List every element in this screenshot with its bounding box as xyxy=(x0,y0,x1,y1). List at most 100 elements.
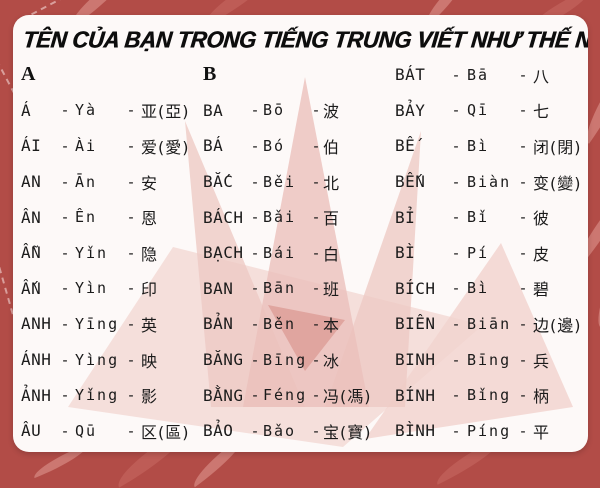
hanzi: 伯 xyxy=(323,137,341,157)
leaf-decoration xyxy=(588,258,600,328)
vietnamese-name: BÌ xyxy=(395,243,416,263)
pinyin: Pí xyxy=(467,243,490,262)
table-row: BẮC - Běi - 北 xyxy=(203,164,395,200)
hanzi: 隐 xyxy=(141,244,159,264)
pinyin: Yǐn xyxy=(75,243,109,262)
pinyin: Ān xyxy=(75,172,98,191)
hanzi: 百 xyxy=(323,209,341,229)
separator-dash: - xyxy=(126,101,136,120)
hanzi: 冰 xyxy=(323,351,341,371)
vietnamese-name: BAN xyxy=(203,278,234,298)
table-row: Á - Yà - 亚(亞) xyxy=(21,93,203,129)
vietnamese-name: BẮC xyxy=(203,172,234,192)
hanzi: 北 xyxy=(323,173,341,193)
separator-dash: - xyxy=(311,386,321,405)
vietnamese-name: BẢO xyxy=(203,421,234,441)
table-row: BÁCH - Bǎi - 百 xyxy=(203,199,395,235)
separator-dash: - xyxy=(126,350,136,369)
separator-dash: - xyxy=(518,243,528,262)
table-row: BÍNH - Bǐng - 柄 xyxy=(395,377,588,413)
separator-dash: - xyxy=(518,421,528,440)
vietnamese-name: ÂN xyxy=(21,207,42,227)
separator-dash: - xyxy=(60,421,70,440)
table-row: BẰNG - Féng - 冯(馮) xyxy=(203,377,395,413)
separator-dash: - xyxy=(60,172,70,191)
hanzi: 安 xyxy=(141,173,159,193)
separator-dash: - xyxy=(250,172,260,191)
separator-dash: - xyxy=(451,314,461,333)
table-row: BẢO - Bǎo - 宝(寶) xyxy=(203,413,395,449)
vietnamese-name: BÍCH xyxy=(395,278,436,298)
pinyin: Bīng xyxy=(263,350,308,369)
separator-dash: - xyxy=(451,243,461,262)
hanzi: 白 xyxy=(323,244,341,264)
table-row: ẢNH - Yǐng - 影 xyxy=(21,377,203,413)
page-title: TÊN CỦA BẠN TRONG TIẾNG TRUNG VIẾT NHƯ T… xyxy=(21,26,588,53)
separator-dash: - xyxy=(311,172,321,191)
hanzi: 爱(愛) xyxy=(141,137,190,157)
column-header-letter: A xyxy=(21,63,36,86)
hanzi: 平 xyxy=(533,422,551,442)
pinyin: Bó xyxy=(263,136,286,155)
vietnamese-name: ẤN xyxy=(21,278,42,298)
table-row: BÌNH - Píng - 平 xyxy=(395,413,588,449)
column-b: B BA - Bō - 波 BÁ - Bó - 伯 BẮC - Běi - 北 … xyxy=(203,57,395,452)
table-row: ÁNH - Yìng - 映 xyxy=(21,342,203,378)
hanzi: 兵 xyxy=(533,351,551,371)
pinyin: Qū xyxy=(75,421,98,440)
vietnamese-name: BĂNG xyxy=(203,350,244,370)
pinyin: Qī xyxy=(467,101,490,120)
table-row: ÂN - Ên - 恩 xyxy=(21,199,203,235)
vietnamese-name: BẰNG xyxy=(203,385,244,405)
table-row: BIÊN - Biān - 边(邊) xyxy=(395,306,588,342)
vietnamese-name: BỈ xyxy=(395,207,416,227)
table-row: BAN - Bān - 班 xyxy=(203,271,395,307)
separator-dash: - xyxy=(518,314,528,333)
separator-dash: - xyxy=(451,421,461,440)
hanzi: 英 xyxy=(141,315,159,335)
separator-dash: - xyxy=(60,314,70,333)
column-header: B xyxy=(203,57,395,93)
table-row: ÁI - Ài - 爱(愛) xyxy=(21,128,203,164)
vietnamese-name: BẾN xyxy=(395,172,426,192)
hanzi: 冯(馮) xyxy=(323,387,372,407)
column-a: A Á - Yà - 亚(亞) ÁI - Ài - 爱(愛) AN - Ān -… xyxy=(21,57,203,452)
table-row: ẤN - Yìn - 印 xyxy=(21,271,203,307)
table-row: ANH - Yīng - 英 xyxy=(21,306,203,342)
separator-dash: - xyxy=(518,101,528,120)
separator-dash: - xyxy=(250,314,260,333)
separator-dash: - xyxy=(60,136,70,155)
vietnamese-name: ÁI xyxy=(21,136,42,156)
separator-dash: - xyxy=(126,172,136,191)
pinyin: Yà xyxy=(75,101,98,120)
separator-dash: - xyxy=(311,208,321,227)
pinyin: Bǐng xyxy=(467,386,512,405)
pinyin: Bǎo xyxy=(263,421,297,440)
column-c: BÁT - Bā - 八 BẢY - Qī - 七 BẾ - Bì - 闭(閉)… xyxy=(395,57,588,452)
pinyin: Bā xyxy=(467,65,490,84)
separator-dash: - xyxy=(518,279,528,298)
table-row: BẠCH - Bái - 白 xyxy=(203,235,395,271)
table-row: BẢY - Qī - 七 xyxy=(395,93,588,129)
separator-dash: - xyxy=(126,279,136,298)
vietnamese-name: BẠCH xyxy=(203,243,244,263)
hanzi: 印 xyxy=(141,280,159,300)
pinyin: Biān xyxy=(467,314,512,333)
column-header-letter: B xyxy=(203,63,217,86)
separator-dash: - xyxy=(451,172,461,191)
hanzi: 本 xyxy=(323,315,341,335)
separator-dash: - xyxy=(60,279,70,298)
pinyin: Yǐng xyxy=(75,386,120,405)
vietnamese-name: BINH xyxy=(395,350,436,370)
separator-dash: - xyxy=(60,208,70,227)
hanzi: 班 xyxy=(323,280,341,300)
vietnamese-name: BÌNH xyxy=(395,421,436,441)
separator-dash: - xyxy=(60,386,70,405)
separator-dash: - xyxy=(311,279,321,298)
separator-dash: - xyxy=(60,101,70,120)
pinyin: Běi xyxy=(263,172,297,191)
pinyin: Běn xyxy=(263,314,297,333)
separator-dash: - xyxy=(311,243,321,262)
hanzi: 七 xyxy=(533,102,551,122)
